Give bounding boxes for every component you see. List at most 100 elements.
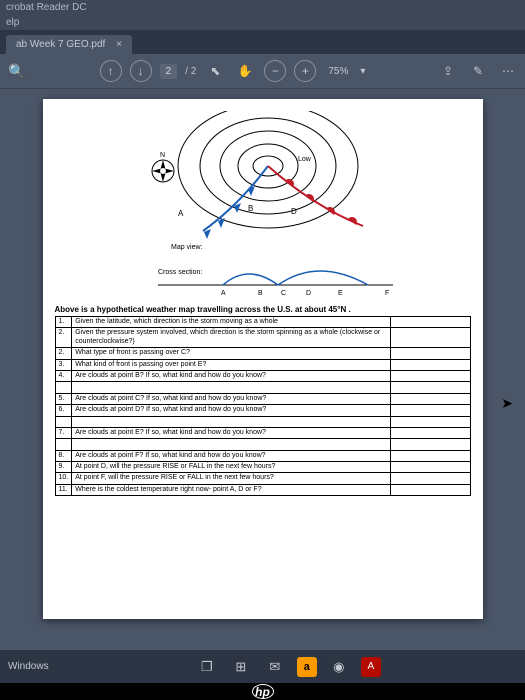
answer-cell [390, 317, 470, 328]
question-number: 1. [55, 317, 72, 328]
question-text: Are clouds at point F? If so, what kind … [72, 450, 390, 461]
question-text: Are clouds at point B? If so, what kind … [72, 370, 390, 381]
title-bar: crobat Reader DC [0, 0, 525, 15]
hand-tool-icon[interactable]: ✋ [234, 60, 256, 82]
table-row: 3.What kind of front is passing over poi… [55, 359, 470, 370]
question-number: 2. [55, 328, 72, 348]
select-tool-icon[interactable]: ⬉ [204, 60, 226, 82]
prev-page-button[interactable]: ↑ [100, 60, 122, 82]
svg-text:A: A [178, 209, 184, 218]
table-row: 10.At point F, will the pressure RISE or… [55, 473, 470, 484]
question-text: What kind of front is passing over point… [72, 359, 390, 370]
answer-cell [390, 405, 470, 416]
taskbar: Windows ❐ ⊞ ✉ a ◉ A [0, 650, 525, 683]
cursor-icon: ➤ [501, 395, 513, 412]
page-total: / 2 [185, 66, 196, 77]
answer-cell [390, 370, 470, 381]
more-icon[interactable]: ⋯ [497, 60, 519, 82]
task-view-icon[interactable]: ❐ [195, 655, 219, 679]
question-number: 6. [55, 405, 72, 416]
question-number: 9. [55, 462, 72, 473]
answer-cell [390, 462, 470, 473]
document-tab[interactable]: ab Week 7 GEO.pdf × [6, 35, 132, 54]
table-row: 5.Are clouds at point C? If so, what kin… [55, 393, 470, 404]
low-label: Low [298, 156, 312, 163]
svg-text:F: F [385, 290, 389, 297]
answer-cell [390, 393, 470, 404]
table-row: 7.Are clouds at point E? If so, what kin… [55, 427, 470, 438]
question-text: Where is the coldest temperature right n… [72, 484, 390, 495]
table-row: 4.Are clouds at point B? If so, what kin… [55, 370, 470, 381]
svg-text:D: D [291, 207, 297, 216]
svg-text:B: B [248, 204, 253, 213]
table-row [55, 382, 72, 393]
zoom-in-button[interactable]: + [294, 60, 316, 82]
diagram-caption: Above is a hypothetical weather map trav… [55, 305, 471, 314]
question-text: Given the pressure system involved, whic… [72, 328, 390, 348]
page-current[interactable]: 2 [160, 64, 178, 79]
question-number: 10. [55, 473, 72, 484]
svg-text:B: B [258, 290, 263, 297]
table-row [55, 416, 72, 427]
question-number: 7. [55, 427, 72, 438]
hp-logo-band: hp [0, 683, 525, 700]
document-viewport[interactable]: Low N A B D [0, 89, 525, 629]
table-row: 11.Where is the coldest temperature righ… [55, 484, 470, 495]
pdf-page: Low N A B D [43, 99, 483, 619]
share-icon[interactable]: ⇪ [437, 60, 459, 82]
question-number: 3. [55, 359, 72, 370]
hp-logo: hp [252, 684, 274, 699]
question-text: Given the latitude, which direction is t… [72, 317, 390, 328]
table-row: 2.What type of front is passing over C? [55, 348, 470, 359]
svg-text:E: E [338, 290, 343, 297]
svg-text:C: C [281, 290, 286, 297]
table-row: 9.At point D, will the pressure RISE or … [55, 462, 470, 473]
table-row: 2.Given the pressure system involved, wh… [55, 328, 470, 348]
store-icon[interactable]: ⊞ [229, 655, 253, 679]
tab-bar: ab Week 7 GEO.pdf × [0, 30, 525, 54]
toolbar: 🔍 ↑ ↓ 2 / 2 ⬉ ✋ − + 75% ▾ ⇪ ✎ ⋯ [0, 54, 525, 89]
menu-bar[interactable]: elp [0, 15, 525, 30]
question-number: 4. [55, 370, 72, 381]
search-icon[interactable]: 🔍 [6, 60, 28, 82]
table-row: 6.Are clouds at point D? If so, what kin… [55, 405, 470, 416]
question-text: At point D, will the pressure RISE or FA… [72, 462, 390, 473]
question-text: At point F, will the pressure RISE or FA… [72, 473, 390, 484]
svg-text:A: A [221, 290, 226, 297]
answer-cell [390, 328, 470, 348]
close-icon[interactable]: × [116, 39, 122, 50]
svg-text:Map view:: Map view: [171, 244, 203, 251]
table-row [55, 439, 72, 450]
weather-diagram: Low N A B D [55, 111, 471, 301]
answer-cell [390, 484, 470, 495]
chrome-icon[interactable]: ◉ [327, 655, 351, 679]
svg-text:D: D [306, 290, 311, 297]
start-button[interactable]: Windows [8, 661, 49, 672]
question-text: What type of front is passing over C? [72, 348, 390, 359]
question-text: Are clouds at point C? If so, what kind … [72, 393, 390, 404]
question-number: 2. [55, 348, 72, 359]
mail-icon[interactable]: ✉ [263, 655, 287, 679]
question-number: 8. [55, 450, 72, 461]
answer-cell [390, 348, 470, 359]
table-row: 1.Given the latitude, which direction is… [55, 317, 470, 328]
next-page-button[interactable]: ↓ [130, 60, 152, 82]
answer-cell [390, 359, 470, 370]
answer-cell [390, 427, 470, 438]
svg-text:Cross section:: Cross section: [158, 269, 202, 276]
tab-label: ab Week 7 GEO.pdf [16, 39, 105, 50]
answer-cell [390, 473, 470, 484]
zoom-level[interactable]: 75% [328, 66, 348, 77]
svg-text:N: N [160, 152, 165, 159]
acrobat-icon[interactable]: A [361, 657, 381, 677]
zoom-out-button[interactable]: − [264, 60, 286, 82]
question-number: 5. [55, 393, 72, 404]
amazon-icon[interactable]: a [297, 657, 317, 677]
question-text: Are clouds at point D? If so, what kind … [72, 405, 390, 416]
answer-cell [390, 450, 470, 461]
table-row: 8.Are clouds at point F? If so, what kin… [55, 450, 470, 461]
zoom-caret-icon[interactable]: ▾ [360, 66, 365, 77]
question-text: Are clouds at point E? If so, what kind … [72, 427, 390, 438]
app-window: crobat Reader DC elp ab Week 7 GEO.pdf ×… [0, 0, 525, 650]
annotate-icon[interactable]: ✎ [467, 60, 489, 82]
